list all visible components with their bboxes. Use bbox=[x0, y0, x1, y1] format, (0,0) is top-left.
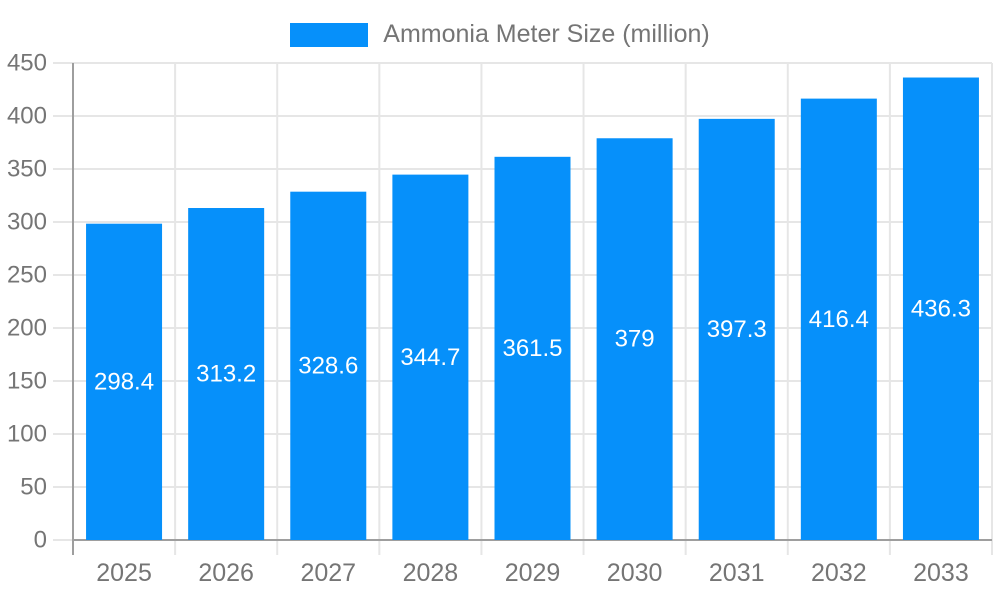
bar-2027 bbox=[290, 191, 367, 540]
x-axis-label-2031: 2031 bbox=[709, 559, 765, 587]
y-axis-label: 450 bbox=[7, 50, 47, 77]
x-axis-label-2025: 2025 bbox=[96, 559, 152, 587]
bar-value-label: 436.3 bbox=[911, 295, 971, 322]
bar-value-label: 313.2 bbox=[196, 361, 256, 388]
legend-label: Ammonia Meter Size (million) bbox=[383, 20, 710, 48]
bar-2029 bbox=[494, 156, 571, 540]
x-axis-label-2027: 2027 bbox=[300, 559, 356, 587]
x-axis-label-2026: 2026 bbox=[198, 559, 254, 587]
bar-2032 bbox=[800, 98, 877, 540]
y-axis-label: 100 bbox=[7, 421, 47, 448]
bar-2025 bbox=[86, 223, 163, 541]
bar-2033 bbox=[902, 77, 979, 540]
bar-2031 bbox=[698, 118, 775, 540]
y-axis-label: 150 bbox=[7, 368, 47, 395]
y-axis-label: 350 bbox=[7, 156, 47, 183]
y-axis-label: 50 bbox=[20, 474, 47, 501]
bar-value-label: 328.6 bbox=[298, 352, 358, 379]
bar-2026 bbox=[188, 208, 265, 540]
bar-value-label: 397.3 bbox=[707, 316, 767, 343]
legend-item[interactable]: Ammonia Meter Size (million) bbox=[290, 20, 710, 48]
x-axis-label-2033: 2033 bbox=[913, 559, 969, 587]
bar-value-label: 416.4 bbox=[809, 306, 869, 333]
legend: Ammonia Meter Size (million) bbox=[0, 22, 1000, 47]
bar-value-label: 298.4 bbox=[94, 368, 154, 395]
y-axis-label: 250 bbox=[7, 262, 47, 289]
bar-2028 bbox=[392, 174, 469, 541]
x-axis-label-2032: 2032 bbox=[811, 559, 867, 587]
y-axis-label: 200 bbox=[7, 315, 47, 342]
bar-2030 bbox=[596, 138, 673, 540]
bar-value-label: 344.7 bbox=[400, 344, 460, 371]
legend-swatch-icon bbox=[290, 22, 369, 47]
y-axis-label: 0 bbox=[34, 527, 47, 554]
y-axis-label: 400 bbox=[7, 103, 47, 130]
x-axis-label-2030: 2030 bbox=[607, 559, 663, 587]
x-axis-label-2028: 2028 bbox=[403, 559, 459, 587]
bar-value-label: 379 bbox=[615, 326, 655, 353]
y-axis-label: 300 bbox=[7, 209, 47, 236]
bar-value-label: 361.5 bbox=[502, 335, 562, 362]
x-axis-label-2029: 2029 bbox=[505, 559, 561, 587]
